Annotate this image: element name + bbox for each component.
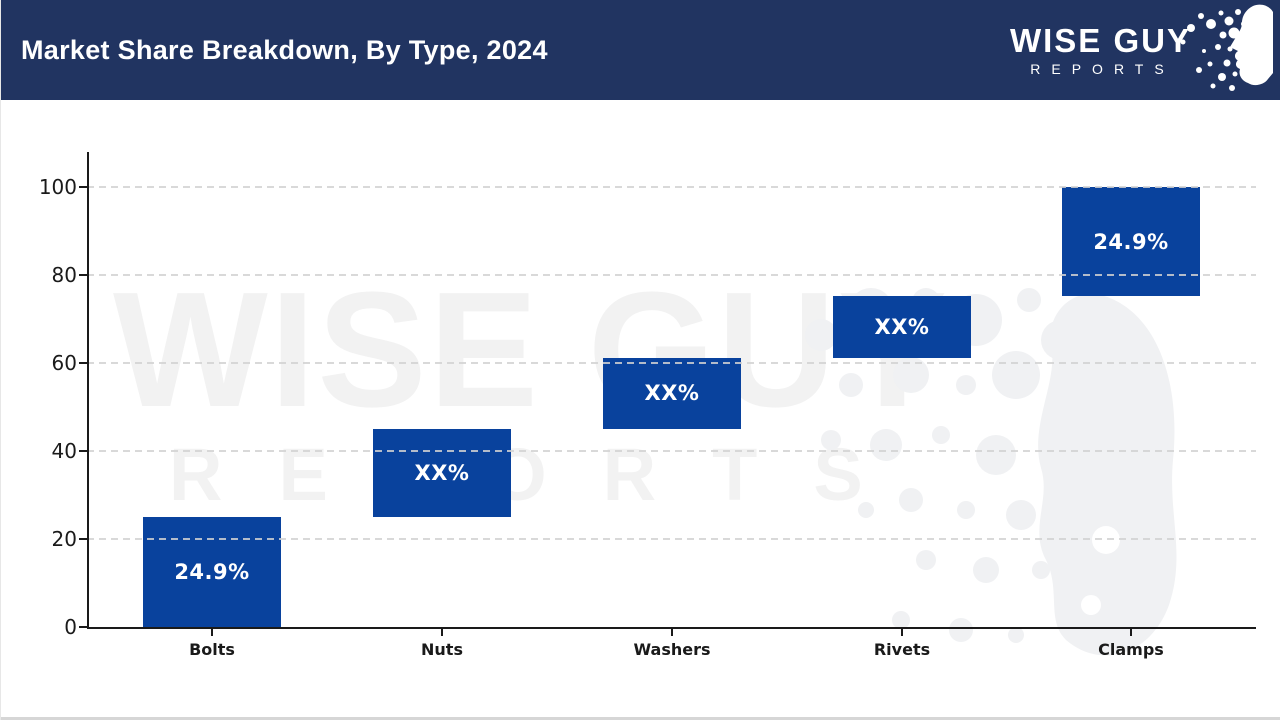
- bar-nuts: XX%: [373, 429, 511, 518]
- y-tick-mark-100: [79, 186, 87, 188]
- x-tick-mark-nuts: [441, 629, 443, 636]
- dotted-head-profile-icon: [1180, 4, 1273, 91]
- gridline-40: [87, 450, 1256, 452]
- gridline-20: [87, 538, 1256, 540]
- bar-rivets: XX%: [833, 296, 971, 358]
- x-tick-mark-clamps: [1130, 629, 1132, 636]
- logo-text: WISE GUY REPORTS: [1010, 24, 1191, 76]
- bar-value-label-bolts: 24.9%: [174, 560, 250, 585]
- page-title: Market Share Breakdown, By Type, 2024: [21, 34, 548, 65]
- bar-value-label-nuts: XX%: [414, 461, 470, 486]
- bottom-border: [1, 717, 1280, 720]
- y-tick-mark-60: [79, 362, 87, 364]
- wise-guy-reports-logo: WISE GUY REPORTS: [1010, 0, 1273, 100]
- x-axis-label-nuts: Nuts: [421, 640, 463, 659]
- bar-bolts: 24.9%: [143, 517, 281, 627]
- logo-name: WISE GUY: [1009, 22, 1191, 59]
- y-tick-mark-0: [79, 626, 87, 628]
- logo-tagline: REPORTS: [1030, 61, 1175, 77]
- gridline-80: [87, 274, 1256, 276]
- y-tick-mark-40: [79, 450, 87, 452]
- chart-area: WISE GUY REPORTS 0 20 40 60 80 100 24.9% XX% XX%…: [1, 100, 1280, 717]
- x-axis-label-rivets: Rivets: [873, 640, 931, 659]
- y-tick-label-0: 0: [64, 615, 77, 639]
- gridline-60: [87, 362, 1256, 364]
- watermark-reports: REPORTS: [169, 433, 919, 516]
- watermark-wise-guy: WISE GUY: [113, 258, 950, 441]
- y-tick-label-60: 60: [51, 351, 77, 375]
- y-tick-mark-20: [79, 538, 87, 540]
- x-axis-spine: [87, 627, 1256, 629]
- x-axis-label-bolts: Bolts: [189, 640, 235, 659]
- y-tick-label-80: 80: [51, 263, 77, 287]
- x-tick-mark-bolts: [211, 629, 213, 636]
- header-bar: Market Share Breakdown, By Type, 2024 WI…: [1, 0, 1280, 100]
- x-tick-mark-rivets: [901, 629, 903, 636]
- bar-clamps: 24.9%: [1062, 187, 1200, 297]
- x-axis-label-clamps: Clamps: [1098, 640, 1164, 659]
- y-axis-spine: [87, 152, 89, 629]
- bar-value-label-clamps: 24.9%: [1093, 229, 1169, 254]
- gridline-100: [87, 186, 1256, 188]
- bar-washers: XX%: [603, 357, 741, 429]
- y-tick-label-40: 40: [51, 439, 77, 463]
- x-axis-label-washers: Washers: [633, 640, 711, 659]
- y-tick-label-20: 20: [51, 527, 77, 551]
- y-tick-mark-80: [79, 274, 87, 276]
- x-tick-mark-washers: [671, 629, 673, 636]
- bar-value-label-rivets: XX%: [874, 314, 930, 339]
- bar-value-label-washers: XX%: [644, 381, 700, 406]
- y-tick-label-100: 100: [38, 175, 77, 199]
